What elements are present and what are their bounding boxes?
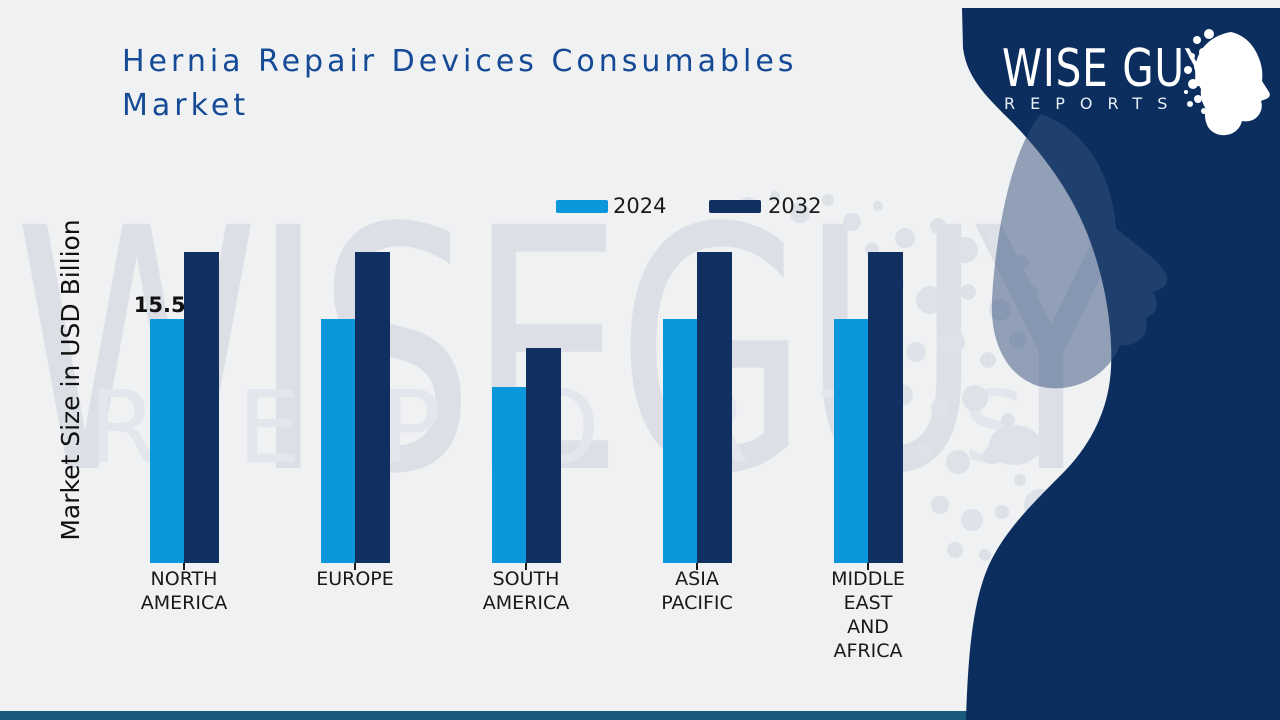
axis-tick	[867, 563, 869, 570]
brand-logo-title: WISE GUY	[1002, 38, 1210, 98]
category-label-europe: EUROPE	[316, 568, 394, 590]
axis-tick	[696, 563, 698, 570]
category-label-south-america: SOUTH AMERICA	[482, 568, 570, 614]
legend-label-2032: 2032	[768, 194, 822, 218]
axis-tick	[525, 563, 527, 570]
bar-2032-south-america	[526, 348, 561, 563]
bar-2024-middle-east-and-africa	[834, 319, 868, 563]
bar-2032-north-america	[184, 252, 219, 563]
face-silhouette-watermark	[991, 114, 1168, 389]
category-label-middle-east-and-africa: MIDDLE EAST AND AFRICA	[831, 568, 905, 662]
brand-logo: WISE GUY REPORTS	[1002, 29, 1270, 136]
chart-title-line1: Hernia Repair Devices Consumables	[122, 44, 798, 79]
axis-tick	[354, 563, 356, 570]
bar-2024-europe	[321, 319, 355, 563]
y-axis-label: Market Size in USD Billion	[56, 219, 85, 541]
category-label-north-america: NORTH AMERICA	[140, 568, 228, 614]
bar-2024-asia-pacific	[663, 319, 697, 563]
bar-2032-europe	[355, 252, 390, 563]
legend-swatch-2032	[709, 200, 761, 213]
watermark-dots-face	[740, 191, 1056, 561]
legend-label-2024: 2024	[613, 194, 667, 218]
category-label-asia-pacific: ASIA PACIFIC	[661, 568, 733, 614]
logo-face-icon	[1184, 29, 1270, 136]
brand-logo-subtitle: REPORTS	[1004, 94, 1182, 113]
brand-panel	[962, 8, 1280, 720]
bar-2024-south-america	[492, 387, 526, 563]
bar-2032-middle-east-and-africa	[868, 252, 903, 563]
chart-title-line2: Market	[122, 88, 250, 123]
legend-swatch-2024	[556, 200, 608, 213]
footer-bar	[0, 711, 1280, 720]
chart-title: Hernia Repair Devices Consumables Market	[122, 40, 942, 128]
axis-tick	[183, 563, 185, 570]
bar-2024-north-america	[150, 319, 184, 563]
bar-2032-asia-pacific	[697, 252, 732, 563]
